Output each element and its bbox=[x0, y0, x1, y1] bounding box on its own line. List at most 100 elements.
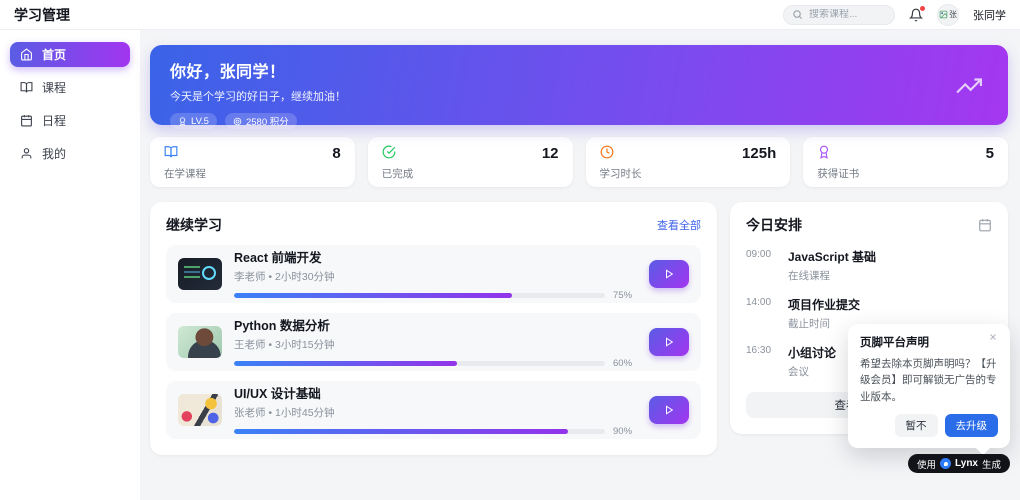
progress-percent: 90% bbox=[613, 426, 633, 437]
course-thumbnail-python bbox=[178, 326, 222, 358]
schedule-item[interactable]: 14:00 项目作业提交 截止时间 bbox=[746, 296, 992, 331]
course-row-react[interactable]: React 前端开发 李老师 • 2小时30分钟 75% bbox=[166, 245, 701, 303]
continue-learning-card: 继续学习 查看全部 React 前端开发 李老师 • 2小时30分钟 75% bbox=[150, 202, 717, 455]
calendar-icon bbox=[978, 218, 992, 232]
trending-up-icon bbox=[956, 73, 982, 99]
schedule-item[interactable]: 09:00 JavaScript 基础 在线课程 bbox=[746, 248, 992, 283]
progress-percent: 75% bbox=[613, 290, 633, 301]
search-box[interactable] bbox=[783, 4, 895, 25]
stat-value: 125h bbox=[742, 145, 777, 162]
sidebar-item-home[interactable]: 首页 bbox=[10, 42, 130, 67]
sidebar-item-label: 我的 bbox=[42, 147, 67, 161]
lynx-logo-icon bbox=[940, 458, 952, 469]
notification-bell-button[interactable] bbox=[909, 4, 926, 22]
user-icon bbox=[20, 147, 33, 160]
stat-label: 已完成 bbox=[381, 168, 414, 180]
banner-subtitle: 今天是个学习的好日子，继续加油！ bbox=[170, 91, 346, 103]
course-row-uiux[interactable]: UI/UX 设计基础 张老师 • 1小时45分钟 90% bbox=[166, 381, 701, 439]
book-icon bbox=[20, 81, 33, 94]
sidebar-item-courses[interactable]: 课程 bbox=[10, 75, 130, 100]
stat-label: 获得证书 bbox=[817, 168, 860, 180]
play-icon bbox=[664, 269, 674, 279]
sidebar-item-label: 首页 bbox=[42, 48, 67, 62]
level-badge: LV.5 bbox=[170, 113, 217, 129]
sidebar-item-profile[interactable]: 我的 bbox=[10, 141, 130, 166]
user-name[interactable]: 张同学 bbox=[973, 9, 1006, 22]
clock-icon bbox=[600, 145, 614, 159]
play-icon bbox=[664, 405, 674, 415]
schedule-title: 小组讨论 bbox=[788, 346, 837, 360]
stat-value: 12 bbox=[541, 145, 559, 162]
progress-bar bbox=[234, 361, 605, 366]
upgrade-button[interactable]: 去升级 bbox=[944, 414, 998, 437]
today-schedule-title: 今日安排 bbox=[746, 217, 802, 233]
view-all-link[interactable]: 查看全部 bbox=[657, 220, 701, 232]
course-thumbnail-uiux bbox=[178, 394, 222, 426]
schedule-type: 在线课程 bbox=[788, 270, 830, 282]
course-meta: 张老师 • 1小时45分钟 bbox=[234, 407, 335, 419]
sidebar-item-label: 课程 bbox=[42, 81, 67, 95]
badge-prefix: 使用 bbox=[917, 459, 937, 471]
continue-learning-title: 继续学习 bbox=[166, 217, 222, 233]
schedule-title: 项目作业提交 bbox=[788, 298, 861, 312]
course-meta: 李老师 • 2小时30分钟 bbox=[234, 271, 335, 283]
sidebar-item-label: 日程 bbox=[42, 114, 67, 128]
schedule-item[interactable]: 16:30 小组讨论 会议 bbox=[746, 344, 992, 379]
greeting-banner: 你好，张同学！ 今天是个学习的好日子，继续加油！ LV.5 2580 积分 bbox=[150, 45, 1008, 129]
coin-icon bbox=[233, 117, 242, 126]
stat-card-courses: 8 在学课程 bbox=[150, 137, 355, 187]
schedule-time: 16:30 bbox=[746, 345, 772, 356]
stat-value: 8 bbox=[332, 145, 341, 162]
play-button[interactable] bbox=[649, 328, 689, 356]
sidebar: 首页 课程 日程 我的 bbox=[0, 30, 140, 500]
calendar-icon bbox=[20, 114, 33, 127]
notification-dot bbox=[919, 4, 926, 12]
points-badge: 2580 积分 bbox=[224, 113, 297, 129]
course-title: React 前端开发 bbox=[234, 251, 322, 265]
badge-suffix: 生成 bbox=[981, 459, 1001, 471]
progress-bar bbox=[234, 293, 605, 298]
close-icon[interactable] bbox=[988, 332, 998, 342]
stat-label: 学习时长 bbox=[599, 168, 642, 180]
play-button[interactable] bbox=[649, 396, 689, 424]
stat-card-completed: 12 已完成 bbox=[367, 137, 573, 187]
sidebar-item-schedule[interactable]: 日程 bbox=[10, 108, 130, 133]
course-meta: 王老师 • 3小时15分钟 bbox=[234, 339, 335, 351]
toast-title: 页脚平台声明 bbox=[860, 337, 929, 350]
banner-greeting: 你好，张同学！ bbox=[170, 64, 286, 81]
progress-percent: 60% bbox=[613, 358, 633, 369]
progress-bar bbox=[234, 429, 605, 434]
toast-message: 希望去除本页脚声明吗？【升级会员】即可解锁无广告的专业版本。 bbox=[860, 358, 997, 403]
schedule-time: 09:00 bbox=[746, 249, 772, 260]
stat-value: 5 bbox=[985, 145, 994, 162]
footer-declaration-toast: 页脚平台声明 希望去除本页脚声明吗？【升级会员】即可解锁无广告的专业版本。 暂不… bbox=[848, 324, 1010, 448]
stats-row: 8 在学课程 12 已完成 125h 学习时长 bbox=[150, 137, 1008, 187]
schedule-time: 14:00 bbox=[746, 297, 772, 308]
medal-icon bbox=[178, 116, 187, 126]
book-icon bbox=[164, 145, 178, 159]
course-title: UI/UX 设计基础 bbox=[234, 387, 321, 401]
home-icon bbox=[20, 48, 33, 61]
search-icon bbox=[792, 9, 803, 20]
check-circle-icon bbox=[382, 145, 396, 159]
stat-card-certificates: 5 获得证书 bbox=[803, 137, 1008, 187]
award-icon bbox=[817, 145, 831, 159]
bell-icon bbox=[909, 8, 923, 22]
search-input[interactable] bbox=[809, 9, 889, 20]
course-thumbnail-react bbox=[178, 258, 222, 290]
top-header: 学习管理 张 张同学 bbox=[0, 0, 1020, 30]
app-title: 学习管理 bbox=[14, 6, 70, 23]
play-button[interactable] bbox=[649, 260, 689, 288]
course-title: Python 数据分析 bbox=[234, 319, 330, 333]
dismiss-button[interactable]: 暂不 bbox=[894, 414, 938, 437]
avatar[interactable]: 张 bbox=[937, 3, 959, 26]
schedule-type: 截止时间 bbox=[788, 318, 830, 330]
avatar-alt-text: 张 bbox=[949, 9, 957, 19]
stat-label: 在学课程 bbox=[164, 168, 206, 180]
made-with-lynx-badge[interactable]: 使用 Lynx 生成 bbox=[908, 454, 1010, 473]
badge-brand: Lynx bbox=[955, 458, 978, 469]
schedule-type: 会议 bbox=[788, 366, 809, 378]
schedule-title: JavaScript 基础 bbox=[788, 250, 877, 264]
stat-card-hours: 125h 学习时长 bbox=[585, 137, 791, 187]
course-row-python[interactable]: Python 数据分析 王老师 • 3小时15分钟 60% bbox=[166, 313, 701, 371]
